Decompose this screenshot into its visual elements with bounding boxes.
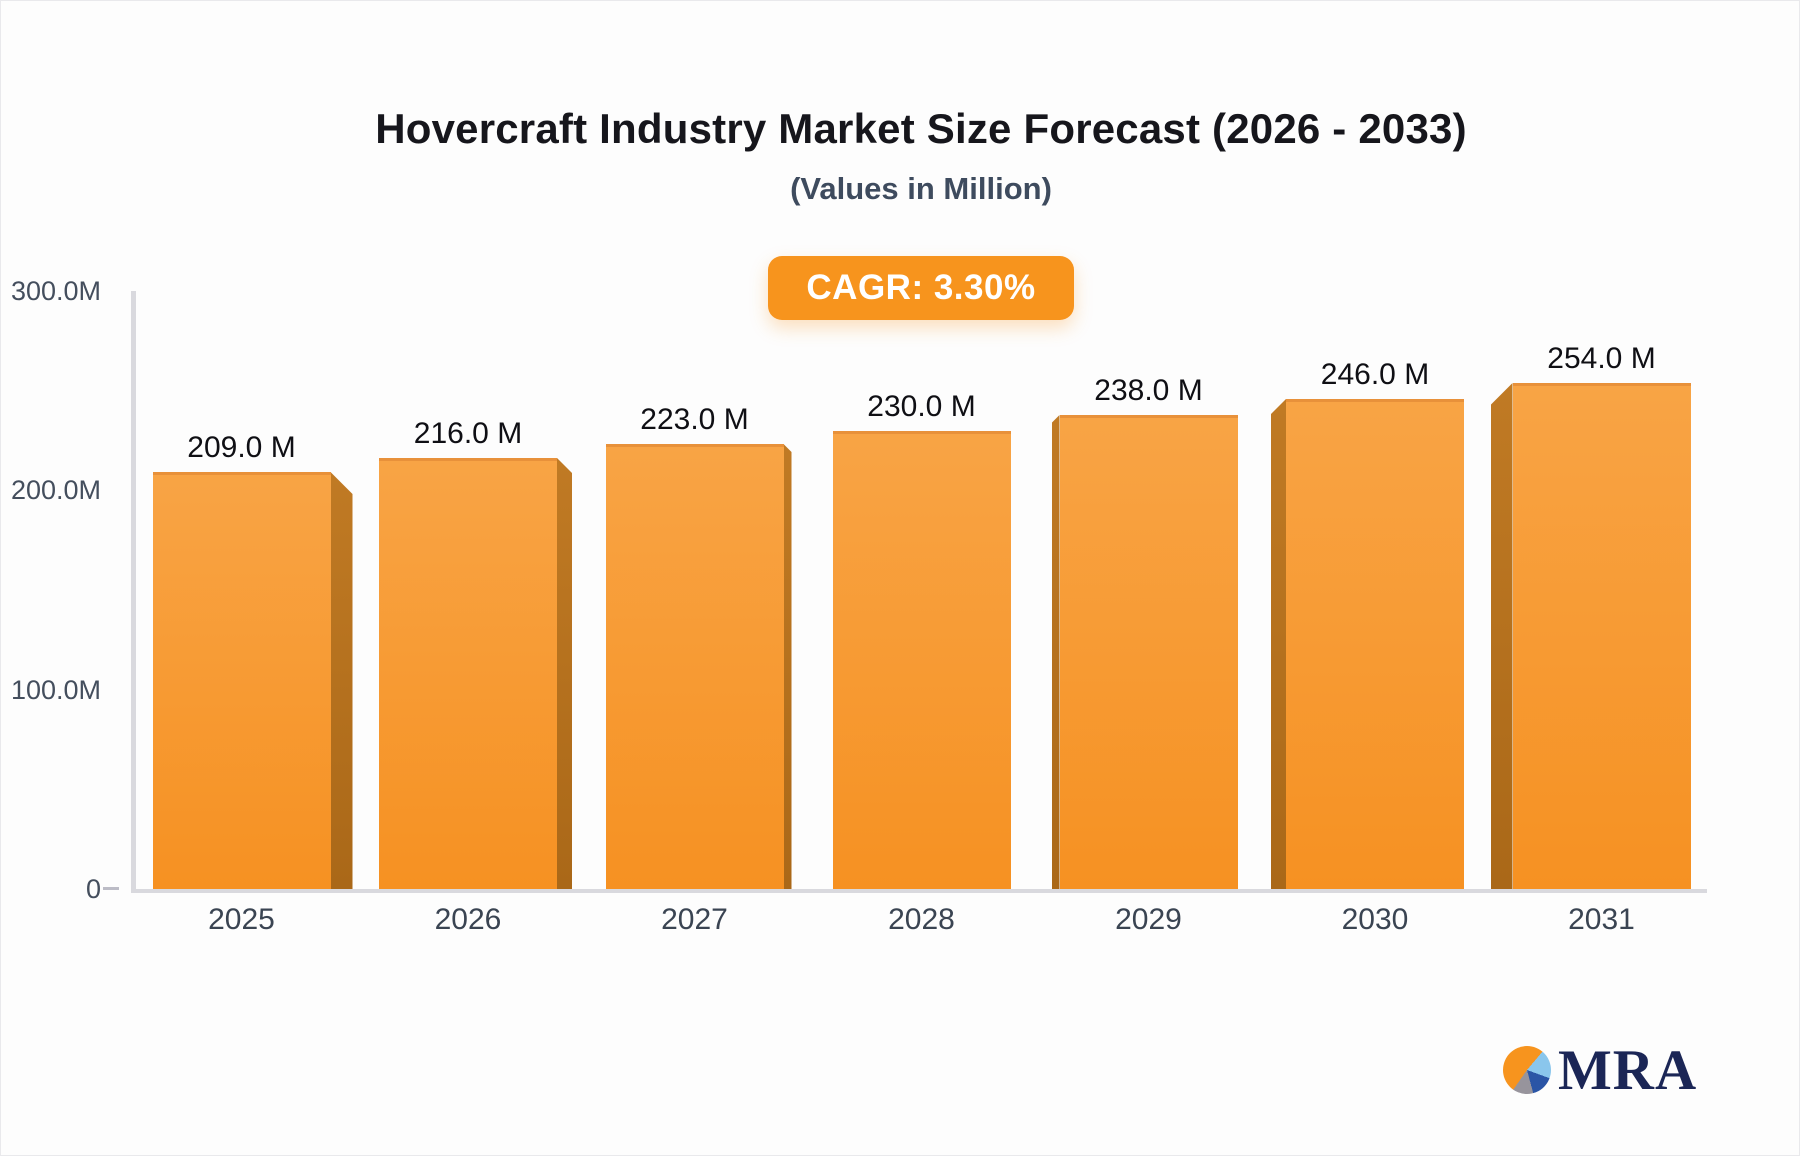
bar-side-face — [330, 472, 353, 889]
x-axis-label-2031: 2031 — [1568, 903, 1635, 936]
mra-logo-text: MRA — [1558, 1038, 1698, 1102]
x-axis-label-2029: 2029 — [1115, 903, 1182, 936]
x-axis-label-2028: 2028 — [888, 903, 955, 936]
bar-2027[interactable] — [605, 444, 784, 889]
bar-2029[interactable] — [1059, 415, 1238, 889]
y-axis-tick-label: 300.0M — [10, 276, 101, 306]
y-axis-tick-label: 0 — [85, 874, 101, 904]
cagr-badge-row: CAGR: 3.30% — [41, 256, 1799, 320]
x-axis-label-2025: 2025 — [208, 903, 275, 936]
bar-2031[interactable] — [1512, 383, 1691, 889]
bar-side-face — [1271, 399, 1286, 889]
bar-side-face — [557, 458, 572, 889]
x-axis-label-2027: 2027 — [661, 903, 728, 936]
cagr-badge: CAGR: 3.30% — [768, 256, 1074, 320]
bar-side-face — [783, 444, 792, 889]
mra-logo: MRA — [1503, 1038, 1698, 1102]
bar-side-face — [1051, 415, 1060, 889]
pie-chart-logo-icon — [1503, 1046, 1551, 1094]
x-axis-line — [131, 889, 1707, 893]
chart-subtitle: (Values in Million) — [790, 171, 1052, 206]
x-axis-label-2030: 2030 — [1341, 903, 1409, 936]
bar-2025[interactable] — [152, 472, 331, 889]
zero-tick-mark — [103, 887, 119, 890]
bar-value-label: 209.0 M — [187, 431, 296, 464]
y-axis-tick-label: 200.0M — [10, 475, 101, 505]
y-axis-tick-label: 100.0M — [10, 675, 101, 705]
bar-side-face — [1490, 383, 1513, 889]
bar-value-label: 246.0 M — [1320, 358, 1430, 391]
bar-2026[interactable] — [379, 458, 557, 889]
bar-value-label: 230.0 M — [867, 390, 976, 423]
bar-2030[interactable] — [1286, 399, 1464, 889]
bar-value-label: 216.0 M — [413, 417, 523, 450]
y-axis-line — [131, 291, 136, 891]
bar-value-label: 223.0 M — [640, 403, 749, 436]
bar-value-label: 254.0 M — [1547, 342, 1656, 375]
bar-2028[interactable] — [832, 431, 1011, 889]
bar-value-label: 238.0 M — [1094, 374, 1203, 407]
x-axis-label-2026: 2026 — [434, 903, 502, 936]
chart-title: Hovercraft Industry Market Size Forecast… — [375, 105, 1467, 152]
